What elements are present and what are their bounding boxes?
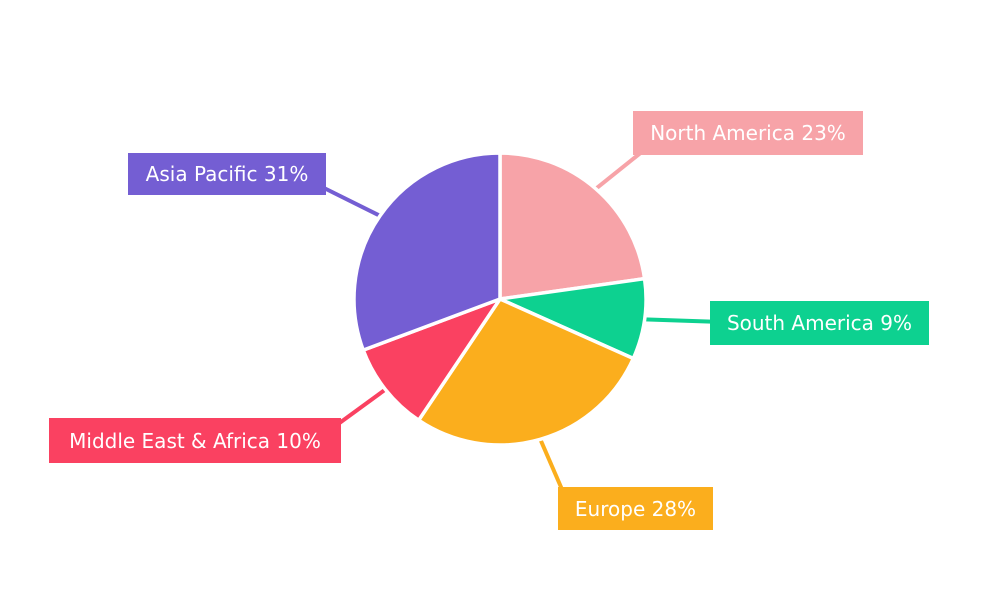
pie-slice-middle-east-africa[interactable] bbox=[361, 297, 502, 422]
leader-line-asia-pacific bbox=[319, 184, 381, 218]
leader-line-middle-east-africa bbox=[332, 387, 387, 429]
pie-slice-europe[interactable] bbox=[416, 297, 636, 447]
leader-line-south-america bbox=[644, 317, 723, 324]
leader-line-europe bbox=[538, 438, 566, 495]
callout-label-asia-pacific: Asia Pacific 31% bbox=[128, 153, 326, 195]
callout-label-europe: Europe 28% bbox=[558, 487, 713, 530]
pie-slice-north-america[interactable] bbox=[498, 151, 647, 301]
callout-label-middle-east-africa: Middle East & Africa 10% bbox=[49, 418, 341, 463]
callout-label-south-america: South America 9% bbox=[710, 301, 929, 345]
callout-label-north-america: North America 23% bbox=[633, 111, 863, 155]
pie-slice-asia-pacific[interactable] bbox=[352, 151, 502, 352]
